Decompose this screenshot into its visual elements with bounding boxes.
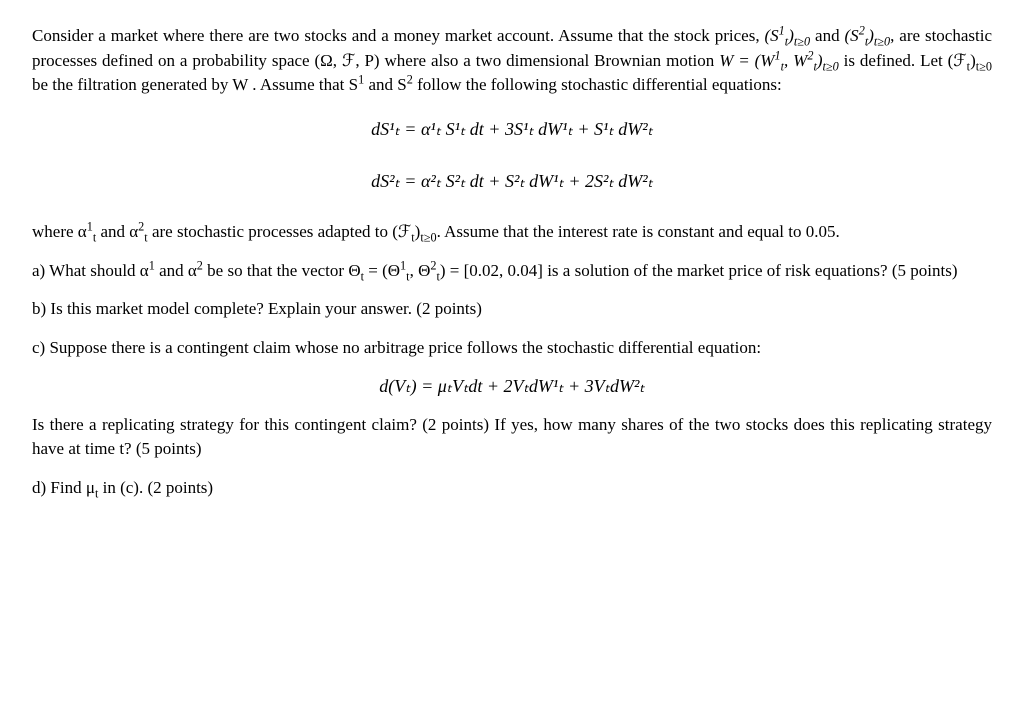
part-c-question: Is there a replicating strategy for this… [32,413,992,462]
equation-1: dS¹ₜ = α¹ₜ S¹ₜ dt + 3S¹ₜ dW¹ₜ + S¹ₜ dW²ₜ [32,116,992,142]
where-paragraph: where α1t and α2t are stochastic process… [32,220,992,245]
s2-symbol: (S2t)t≥0 [845,26,891,45]
part-c-intro: c) Suppose there is a contingent claim w… [32,336,992,361]
intro-paragraph: Consider a market where there are two st… [32,24,992,98]
w-symbol: W = (W1t, W2t)t≥0 [719,51,839,70]
intro-text: Consider a market where there are two st… [32,26,765,45]
part-b: b) Is this market model complete? Explai… [32,297,992,322]
part-d: d) Find μt in (c). (2 points) [32,476,992,501]
s1-symbol: (S1t)t≥0 [765,26,811,45]
equation-c: d(Vₜ) = μₜVₜdt + 2VₜdW¹ₜ + 3VₜdW²ₜ [32,373,992,399]
part-a: a) What should α1 and α2 be so that the … [32,259,992,284]
equation-2: dS²ₜ = α²ₜ S²ₜ dt + S²ₜ dW¹ₜ + 2S²ₜ dW²ₜ [32,168,992,194]
